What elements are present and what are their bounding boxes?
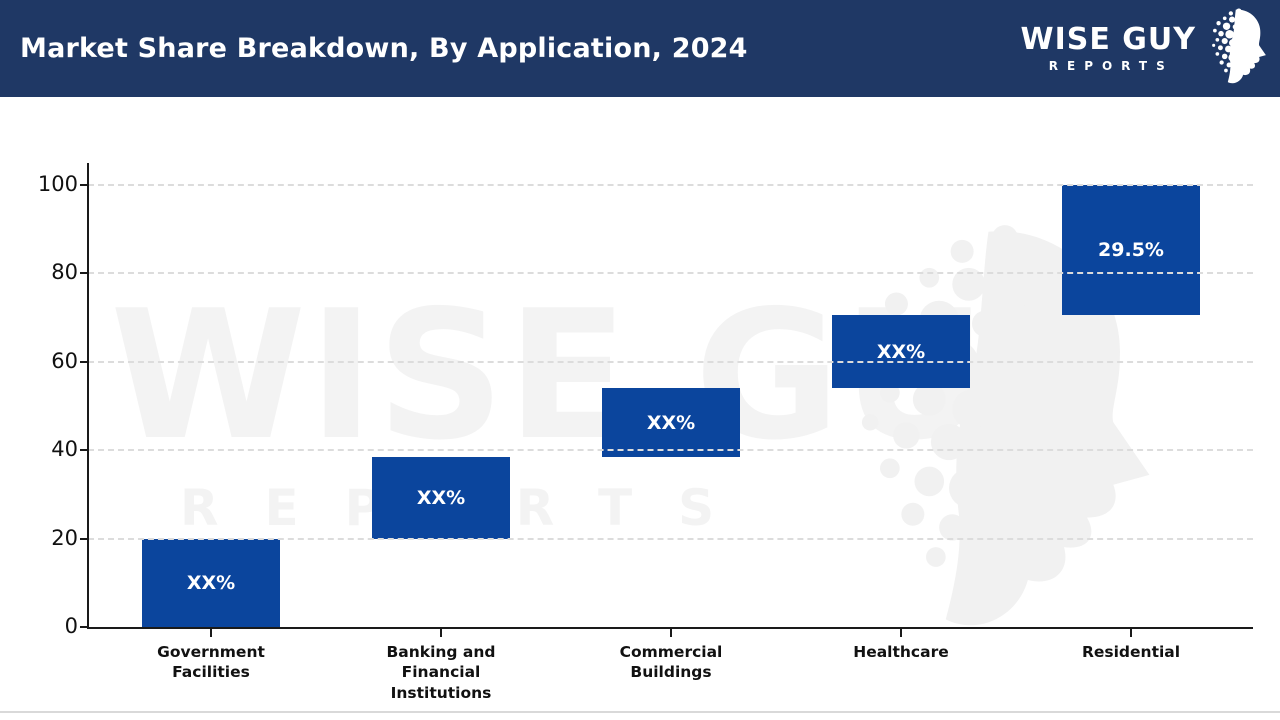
bar-1: XX% xyxy=(142,538,280,627)
bar-value-label: XX% xyxy=(646,411,696,434)
y-tick-label-40: 40 xyxy=(51,437,78,462)
y-tick-label-20: 20 xyxy=(51,525,78,550)
y-tickmark-20 xyxy=(80,537,88,540)
x-tick-label-4: Healthcare xyxy=(853,643,949,661)
y-axis-spine xyxy=(87,163,89,629)
x-tick-label-5: Residential xyxy=(1081,643,1181,661)
x-tickmark-2 xyxy=(440,629,442,637)
gridline-60 xyxy=(88,360,1253,363)
bar-2: XX% xyxy=(372,456,510,539)
bar-value-label: XX% xyxy=(416,486,466,509)
chart-area: WISE GUY REPORTS XX%XX%XX%XX%29.5%020406… xyxy=(0,97,1280,713)
bar-value-label: XX% xyxy=(876,340,926,363)
x-tickmark-4 xyxy=(900,629,902,637)
bar-5: 29.5% xyxy=(1062,185,1200,316)
plot-area: XX% XX% XX% XX% 29.5% 0 20 40 60 80 100 Government … xyxy=(0,97,1280,711)
bar-value-label: 29.5% xyxy=(1098,239,1164,262)
y-tickmark-40 xyxy=(80,449,88,452)
wise-guy-logo: WISE GUY REPORTS xyxy=(1020,0,1276,97)
y-tickmark-60 xyxy=(80,360,88,363)
y-tick-label-60: 60 xyxy=(51,348,78,373)
x-tickmark-3 xyxy=(670,629,672,637)
x-tickmark-5 xyxy=(1130,629,1132,637)
head-profile-icon xyxy=(1212,7,1266,83)
x-tick-label-2: Banking and Financial Institutions xyxy=(386,643,496,702)
gridline-100 xyxy=(88,184,1253,186)
bar-value-label: XX% xyxy=(186,571,236,594)
x-tick-label-3: Commercial Buildings xyxy=(619,643,723,682)
header-bar: Market Share Breakdown, By Application, … xyxy=(0,0,1280,97)
gridline-40 xyxy=(88,449,1253,452)
logo-subtext: REPORTS xyxy=(1048,58,1174,73)
y-tick-label-0: 0 xyxy=(64,614,78,639)
y-tickmark-100 xyxy=(80,184,88,186)
chart-title: Market Share Breakdown, By Application, … xyxy=(20,33,748,64)
gridline-20 xyxy=(88,537,1253,540)
y-tick-label-80: 80 xyxy=(51,260,78,285)
y-tickmark-0 xyxy=(80,626,88,628)
y-tickmark-80 xyxy=(80,272,88,275)
gridline-80 xyxy=(88,272,1253,275)
y-tick-label-100: 100 xyxy=(37,172,78,197)
bar-4: XX% xyxy=(832,315,970,389)
x-tick-label-1: Government Facilities xyxy=(157,643,265,682)
x-tickmark-1 xyxy=(210,629,212,637)
logo-text: WISE GUY REPORTS xyxy=(1020,21,1196,73)
logo-wordmark: WISE GUY xyxy=(1020,21,1196,57)
bar-3: XX% xyxy=(602,388,740,457)
x-axis-spine xyxy=(87,627,1253,629)
